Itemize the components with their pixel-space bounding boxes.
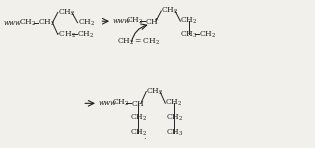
Text: $\mathregular{CH_2}$: $\mathregular{CH_2}$ xyxy=(165,98,183,108)
Text: $\mathregular{CH_2}$: $\mathregular{CH_2}$ xyxy=(130,128,148,138)
Text: $\mathregular{CH}$: $\mathregular{CH}$ xyxy=(131,99,145,108)
Text: $\mathregular{CH_2}$: $\mathregular{CH_2}$ xyxy=(58,7,75,17)
Text: $\mathregular{\cdot CH_2}$: $\mathregular{\cdot CH_2}$ xyxy=(55,29,76,40)
Text: $\mathregular{CH_2}$: $\mathregular{CH_2}$ xyxy=(38,18,56,28)
Text: $\mathregular{CH_2}$: $\mathregular{CH_2}$ xyxy=(166,113,184,123)
Text: $\mathregular{CH_2}$: $\mathregular{CH_2}$ xyxy=(199,29,217,40)
Text: $\mathregular{\cdot}$: $\mathregular{\cdot}$ xyxy=(143,133,147,141)
Text: $\mathregular{\bullet}$: $\mathregular{\bullet}$ xyxy=(154,16,158,21)
Text: $\mathregular{CH_3}$: $\mathregular{CH_3}$ xyxy=(166,128,184,138)
Text: $\mathregular{CH_2}$: $\mathregular{CH_2}$ xyxy=(161,6,179,16)
Text: www: www xyxy=(99,99,117,107)
Text: $\mathregular{CH_2}$: $\mathregular{CH_2}$ xyxy=(77,29,94,40)
Text: www: www xyxy=(113,17,131,25)
Text: $\mathregular{CH_2}$: $\mathregular{CH_2}$ xyxy=(112,98,129,108)
Text: $\mathregular{CH}$: $\mathregular{CH}$ xyxy=(145,17,159,26)
Text: $\mathregular{CH_2}$: $\mathregular{CH_2}$ xyxy=(130,113,148,123)
Text: www: www xyxy=(4,19,22,27)
Text: $\mathregular{CH_2}$: $\mathregular{CH_2}$ xyxy=(126,16,144,26)
Text: $\mathregular{CH_2{=}CH_2}$: $\mathregular{CH_2{=}CH_2}$ xyxy=(117,37,160,47)
Text: $\mathregular{CH_2}$: $\mathregular{CH_2}$ xyxy=(146,86,163,97)
Text: $\mathregular{CH_2}$: $\mathregular{CH_2}$ xyxy=(19,18,36,28)
Text: $\mathregular{CH_2}$: $\mathregular{CH_2}$ xyxy=(180,16,198,26)
Text: $\mathregular{CH_3}$: $\mathregular{CH_3}$ xyxy=(180,29,198,40)
Text: $\mathregular{CH_2}$: $\mathregular{CH_2}$ xyxy=(77,18,95,28)
